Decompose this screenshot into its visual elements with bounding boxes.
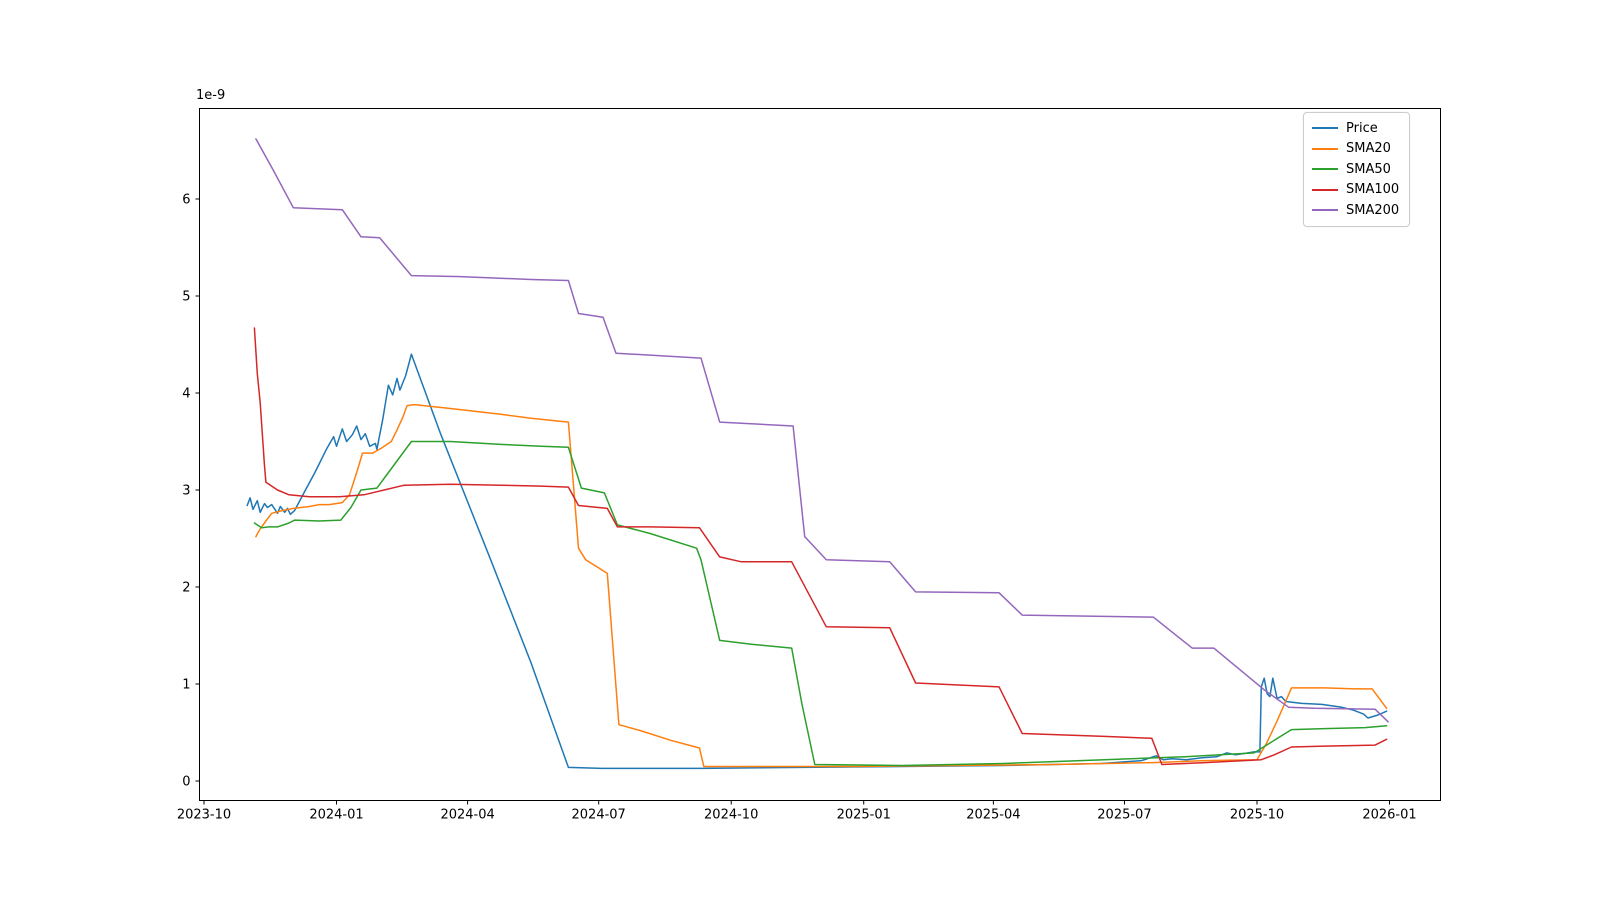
- y-tick-label: 3: [182, 484, 190, 499]
- y-tick-label: 1: [182, 678, 190, 693]
- series-line-sma50: [253, 440, 1388, 767]
- x-tick-label: 2024-01: [309, 808, 363, 823]
- legend-item-sma50: SMA50: [1312, 159, 1399, 180]
- y-tick-label: 2: [182, 581, 190, 596]
- legend-label: SMA20: [1346, 141, 1391, 157]
- y-axis-offset-text: 1e-9: [196, 88, 226, 103]
- legend: Price SMA20 SMA50 SMA100 SMA200: [1303, 112, 1411, 227]
- legend-item-sma20: SMA20: [1312, 139, 1399, 160]
- series-line-price: [246, 353, 1388, 770]
- x-tick-label: 2024-07: [572, 808, 626, 823]
- y-tick-label: 4: [182, 387, 190, 402]
- x-tick-label: 2026-01: [1362, 808, 1416, 823]
- x-tick-label: 2025-04: [966, 808, 1020, 823]
- legend-item-price: Price: [1312, 118, 1399, 139]
- y-tick-label: 6: [182, 193, 190, 208]
- legend-line-sample-sma50: [1312, 168, 1338, 171]
- x-tick-label: 2025-01: [837, 808, 891, 823]
- x-tick-label: 2024-10: [704, 808, 758, 823]
- legend-label: SMA100: [1346, 182, 1400, 198]
- x-tick-label: 2025-07: [1097, 808, 1151, 823]
- legend-line-sample-price: [1312, 127, 1338, 130]
- y-tick-label: 0: [182, 775, 190, 790]
- axes-spines: [199, 108, 1441, 801]
- series-line-sma100: [253, 327, 1388, 766]
- legend-line-sample-sma200: [1312, 209, 1338, 212]
- legend-label: Price: [1346, 120, 1378, 136]
- legend-label: SMA200: [1346, 202, 1400, 218]
- series-line-sma200: [255, 138, 1389, 723]
- legend-line-sample-sma100: [1312, 188, 1338, 191]
- series-line-sma20: [255, 403, 1388, 768]
- legend-line-sample-sma20: [1312, 147, 1338, 150]
- x-tick-label: 2025-10: [1230, 808, 1284, 823]
- legend-item-sma200: SMA200: [1312, 200, 1399, 221]
- x-tick-label: 2023-10: [177, 808, 231, 823]
- legend-item-sma100: SMA100: [1312, 180, 1399, 201]
- legend-label: SMA50: [1346, 161, 1391, 177]
- x-tick-label: 2024-04: [440, 808, 494, 823]
- y-tick-label: 5: [182, 290, 190, 305]
